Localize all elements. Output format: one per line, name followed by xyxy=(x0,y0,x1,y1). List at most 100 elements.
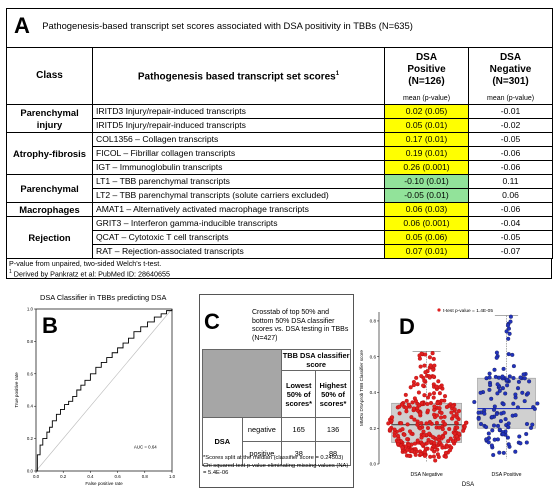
y-tick-label: 0.2 xyxy=(370,426,377,431)
x-category-label: DSA Negative xyxy=(410,472,442,478)
data-point xyxy=(412,441,418,446)
data-point xyxy=(482,411,487,416)
data-point xyxy=(404,409,409,414)
footnote-pvalue: P-value from unpaired, two-sided Welch's… xyxy=(9,259,162,268)
data-point xyxy=(407,429,413,434)
transcript-set-name: RAT – Rejection-associated transcripts xyxy=(92,244,385,259)
data-point xyxy=(442,394,448,399)
data-point xyxy=(434,384,439,389)
data-point xyxy=(400,445,405,450)
data-point xyxy=(419,421,424,426)
data-point xyxy=(450,439,456,444)
legend-marker xyxy=(437,308,441,312)
data-point xyxy=(522,399,527,404)
class-cell: Macrophages xyxy=(6,202,93,217)
data-point xyxy=(525,391,531,396)
dsa-positive-mean: 0.19 (0.01) xyxy=(384,146,469,161)
data-point xyxy=(421,383,426,388)
transcript-set-name: FICOL – Fibrillar collagen transcripts xyxy=(92,146,385,161)
data-point xyxy=(513,413,518,418)
crosstab-corner xyxy=(201,349,283,418)
data-point xyxy=(498,419,503,424)
data-point xyxy=(461,428,466,433)
data-point xyxy=(495,382,500,387)
data-point xyxy=(442,414,447,419)
class-cell: Atrophy-fibrosis xyxy=(6,132,93,175)
data-point xyxy=(405,422,410,427)
data-point xyxy=(442,422,448,427)
data-point xyxy=(506,352,511,357)
data-point xyxy=(395,433,401,438)
data-point xyxy=(524,440,529,445)
panel-d: 0.0 0.2 0.4 0.6 0.8 MMDx DSAprob TBB Classifi… xyxy=(353,292,559,500)
data-point xyxy=(494,350,499,355)
roc-plot-frame xyxy=(35,308,173,472)
data-point xyxy=(490,428,495,433)
data-point xyxy=(410,400,415,405)
data-point xyxy=(456,431,462,436)
data-point xyxy=(489,396,494,401)
crosstab-col-high: Highest 50% of scores* xyxy=(315,370,351,418)
data-point xyxy=(418,451,423,457)
data-point xyxy=(450,404,455,409)
panel-a: A Pathogenesis-based transcript set scor… xyxy=(5,8,554,280)
dsa-positive-mean: 0.06 (0.03) xyxy=(384,202,469,217)
data-point xyxy=(505,323,511,328)
data-point xyxy=(518,441,523,446)
data-point xyxy=(417,403,422,408)
panel-letter: D xyxy=(399,314,415,339)
dsa-negative-mean: -0.06 xyxy=(467,202,554,217)
data-point xyxy=(455,425,460,430)
dotplot-chart: 0.0 0.2 0.4 0.6 0.8 MMDx DSAprob TBB Classifi… xyxy=(359,308,540,488)
data-point xyxy=(443,454,448,459)
dsa-positive-mean: 0.02 (0.05) xyxy=(384,104,469,119)
header-dsa-positive: DSA Positive (N=126) xyxy=(384,46,469,93)
data-point xyxy=(503,417,508,422)
transcript-score-table: A Pathogenesis-based transcript set scor… xyxy=(5,8,554,259)
dsa-negative-mean: 0.11 xyxy=(467,174,554,189)
data-point xyxy=(430,447,435,452)
data-point xyxy=(427,375,432,380)
data-point xyxy=(405,437,410,442)
data-point xyxy=(411,406,416,411)
data-point xyxy=(510,352,515,357)
data-point xyxy=(505,383,510,388)
data-point xyxy=(513,392,518,397)
data-point xyxy=(425,395,431,400)
panel-b: DSA Classifier in TBBs predicting DSA 0.… xyxy=(4,283,200,495)
data-point xyxy=(506,425,511,430)
data-point xyxy=(500,386,505,391)
crosstab-row-group: DSA xyxy=(202,417,243,466)
x-tick-label: 0.4 xyxy=(87,474,94,479)
data-point xyxy=(427,419,432,425)
data-point xyxy=(431,367,436,372)
data-point xyxy=(532,406,537,411)
data-point xyxy=(492,404,497,409)
transcript-set-name: QCAT – Cytotoxic T cell transcripts xyxy=(92,230,385,245)
data-point xyxy=(434,413,440,418)
data-point xyxy=(508,314,513,319)
x-category-label: DSA Positive xyxy=(492,472,522,478)
data-point xyxy=(438,415,444,420)
auc-label: AUC = 0.64 xyxy=(134,444,157,449)
table-title-cell: A Pathogenesis-based transcript set scor… xyxy=(5,8,554,48)
data-point xyxy=(462,424,467,429)
data-point xyxy=(527,379,532,384)
transcript-set-name: IRITD3 Injury/repair-induced transcripts xyxy=(92,104,385,119)
header-class: Class xyxy=(6,47,93,105)
data-point xyxy=(426,437,431,443)
transcript-set-name: COL1356 – Collagen transcripts xyxy=(92,132,385,147)
data-point xyxy=(390,415,395,420)
data-point xyxy=(454,420,459,425)
y-tick-label: 0.6 xyxy=(370,354,377,359)
data-point xyxy=(491,423,497,428)
data-point xyxy=(421,433,426,438)
data-point xyxy=(431,395,436,400)
data-point xyxy=(386,421,391,426)
data-point xyxy=(490,414,495,419)
data-point xyxy=(516,379,521,384)
roc-title: DSA Classifier in TBBs predicting DSA xyxy=(40,293,167,302)
roc-chart: 0.00.0 0.2 0.2 0.4 0.4 0.6 0.6 0.8 0.8 1.0 1.0 Fals… xyxy=(14,307,176,487)
x-axis-label: DSA xyxy=(462,482,474,488)
data-point xyxy=(387,427,392,432)
